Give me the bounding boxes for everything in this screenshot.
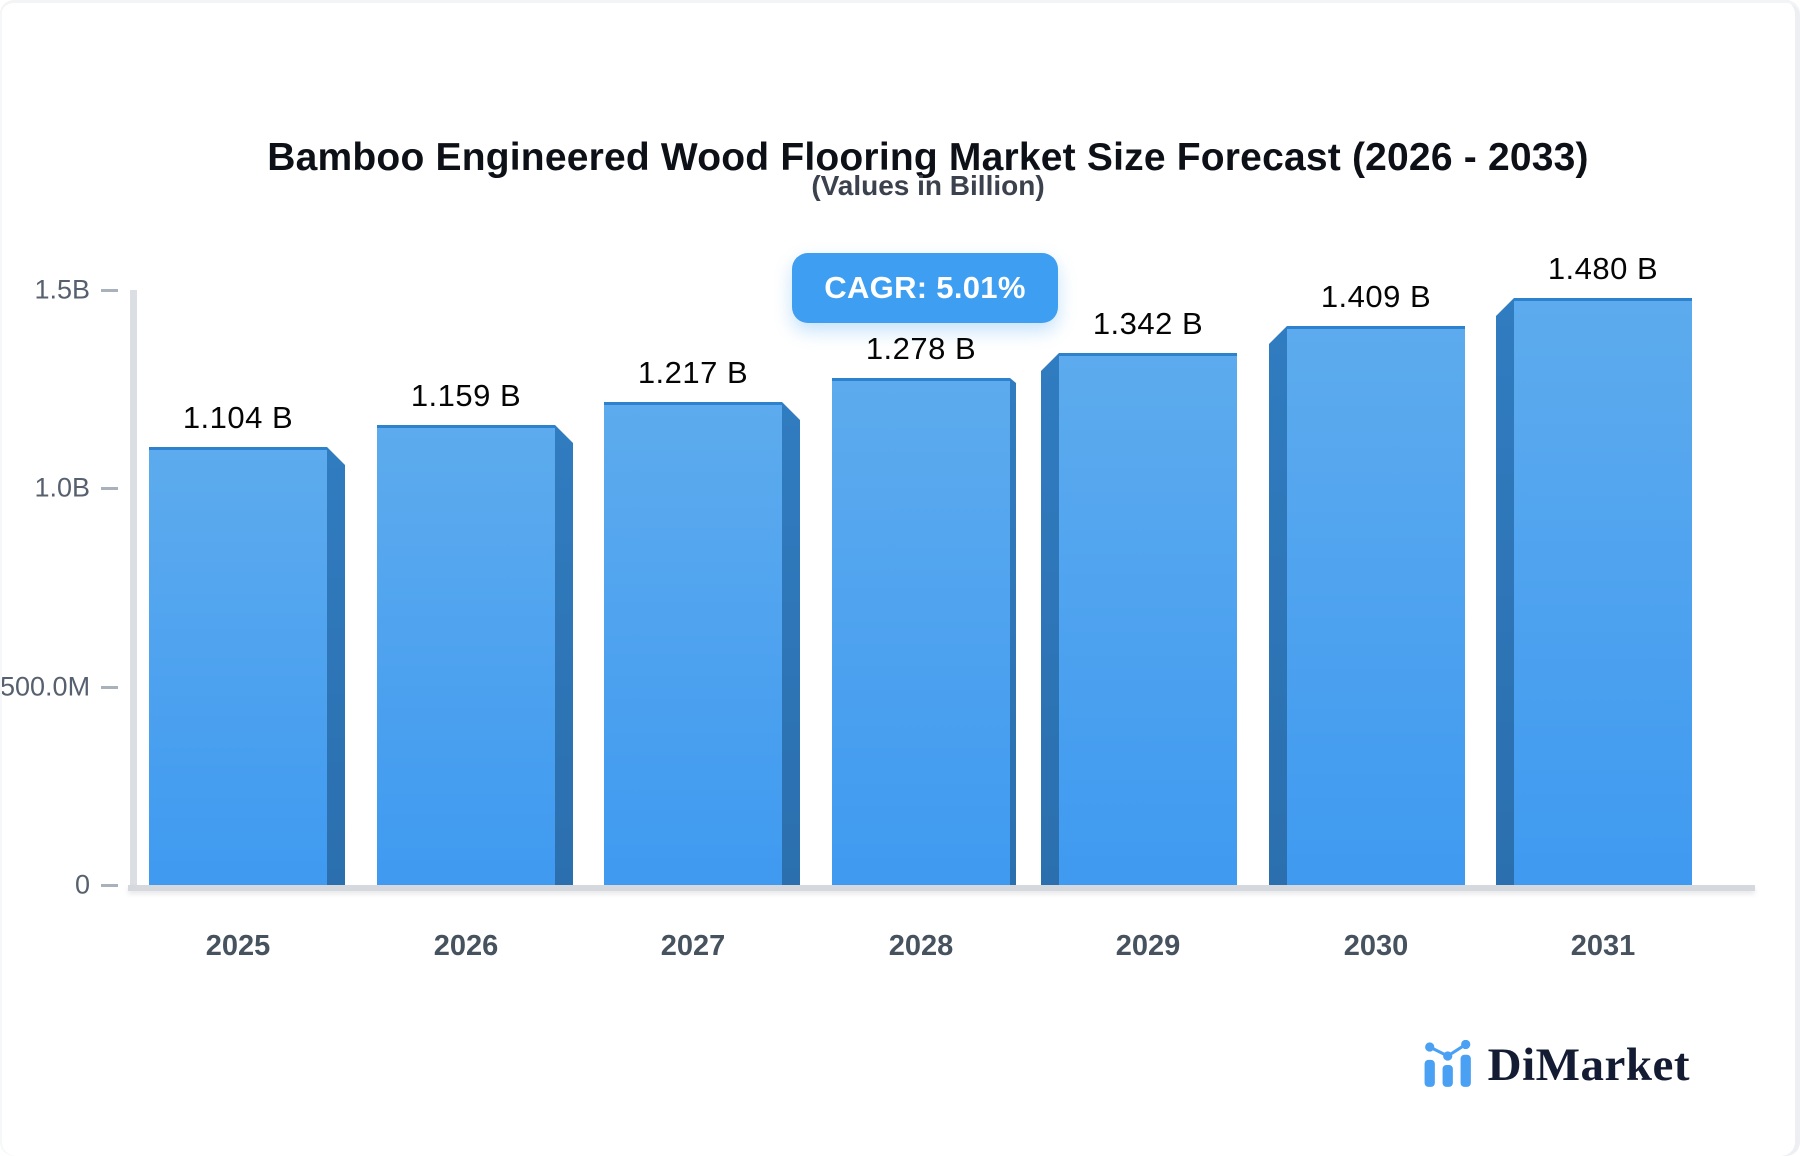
bar-2025[interactable]	[149, 447, 327, 885]
bar-2030[interactable]	[1287, 326, 1465, 885]
x-axis-label-2026: 2026	[433, 930, 499, 962]
cagr-badge-label: CAGR: 5.01%	[824, 270, 1026, 305]
bar-2027[interactable]	[604, 402, 782, 885]
y-tick-label-0: 1.5B	[34, 274, 90, 305]
bar-2026[interactable]	[377, 425, 555, 885]
x-axis-label-2029: 2029	[1115, 930, 1181, 962]
cagr-badge: CAGR: 5.01%	[792, 253, 1058, 323]
chart-subtitle: (Values in Billion)	[811, 170, 1045, 201]
bar-value-label-2025: 1.104 B	[182, 400, 294, 435]
x-axis-label-2030: 2030	[1343, 930, 1409, 962]
bar-2029-side-face	[1041, 353, 1059, 885]
bar-value-label-2029: 1.342 B	[1092, 306, 1204, 341]
bar-2031-side-face	[1496, 298, 1514, 885]
y-axis-line	[130, 290, 137, 888]
dimarket-bars-icon	[1424, 1040, 1471, 1087]
y-tick-label-2: 500.0M	[0, 671, 91, 702]
bar-2030-side-face	[1269, 326, 1287, 885]
y-tick-label-3: 0	[74, 869, 90, 900]
x-axis-line	[128, 885, 1755, 891]
bar-value-label-2030: 1.409 B	[1320, 279, 1432, 314]
x-axis-label-2028: 2028	[888, 930, 954, 962]
bar-2025-side-face	[327, 447, 345, 885]
bar-value-label-2027: 1.217 B	[637, 355, 749, 390]
bar-2026-side-face	[555, 425, 573, 885]
y-tick-label-1: 1.0B	[34, 472, 90, 503]
chart-title: Bamboo Engineered Wood Flooring Market S…	[267, 136, 1589, 180]
y-tick-mark-2	[101, 685, 118, 689]
bar-2031[interactable]	[1514, 298, 1692, 885]
bar-2028-side-face	[1010, 378, 1016, 885]
bar-2028[interactable]	[832, 378, 1010, 885]
bar-value-label-2026: 1.159 B	[410, 378, 522, 413]
x-axis-label-2025: 2025	[205, 930, 271, 962]
bar-value-label-2028: 1.278 B	[865, 331, 977, 366]
x-axis-label-2031: 2031	[1570, 930, 1636, 962]
dimarket-logo-text: DiMarket	[1487, 1039, 1690, 1091]
dimarket-logo: DiMarket	[1422, 1038, 1690, 1092]
bar-value-label-2031: 1.480 B	[1547, 251, 1659, 286]
bar-2029[interactable]	[1059, 353, 1237, 885]
x-axis-label-2027: 2027	[660, 930, 726, 962]
y-tick-mark-1	[101, 487, 118, 491]
y-tick-mark-3	[101, 884, 118, 887]
bar-2027-side-face	[782, 402, 800, 885]
y-tick-mark-0	[101, 289, 118, 292]
